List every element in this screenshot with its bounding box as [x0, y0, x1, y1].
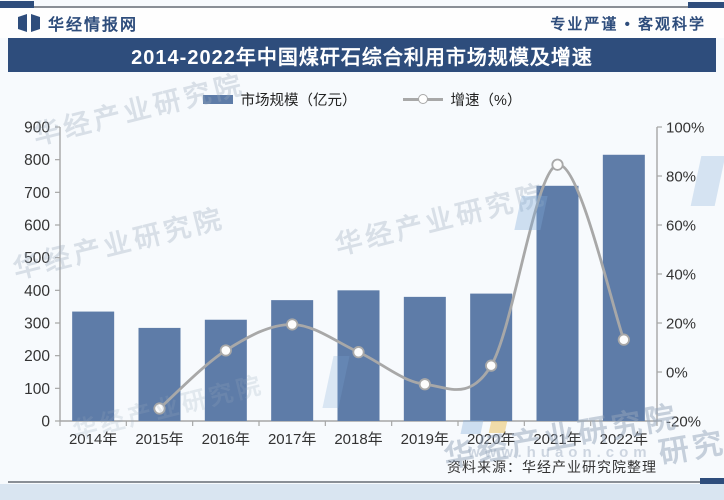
- bar-2016年: [204, 319, 247, 421]
- left-axis-label: 700: [24, 185, 50, 202]
- chart-title: 2014-2022年中国煤矸石综合利用市场规模及增速: [131, 46, 593, 69]
- right-axis-label: 20%: [666, 316, 696, 333]
- x-axis-label: 2017年: [268, 431, 316, 448]
- line-point-2022年: [617, 333, 630, 346]
- left-axis-label: 300: [24, 316, 50, 333]
- x-axis-label: 2020年: [467, 431, 515, 448]
- left-axis-label: 400: [24, 283, 50, 300]
- line-point-2021年: [551, 158, 564, 171]
- legend: 市场规模（亿元） 增速（%）: [0, 88, 724, 110]
- left-axis-label: 100: [24, 381, 50, 398]
- top-border-line: [0, 6, 724, 8]
- x-axis-label: 2016年: [202, 431, 250, 448]
- legend-bar-swatch: [202, 94, 233, 104]
- legend-line-swatch: [402, 94, 443, 104]
- x-axis-label: 2022年: [600, 431, 648, 448]
- bar-2017年: [271, 300, 314, 421]
- right-axis-label: 40%: [666, 267, 696, 284]
- chart-title-bar: 2014-2022年中国煤矸石综合利用市场规模及增速: [8, 38, 716, 72]
- line-point-2019年: [418, 378, 431, 391]
- x-axis-label: 2018年: [334, 431, 382, 448]
- legend-bar-label: 市场规模（亿元）: [240, 92, 357, 109]
- bar-2021年: [536, 185, 579, 421]
- brand-logo-icon: [18, 14, 40, 32]
- source-text: 资料来源：华经产业研究院整理: [447, 459, 657, 475]
- bottom-border-line: [8, 481, 716, 483]
- bar-2014年: [72, 311, 115, 421]
- x-axis-label: 2021年: [533, 431, 581, 448]
- header: 华经情报网 专业严谨 • 客观科学: [0, 8, 724, 38]
- legend-item-line: 增速（%）: [402, 89, 522, 110]
- legend-item-bar: 市场规模（亿元）: [202, 89, 357, 110]
- right-axis-label: 100%: [666, 120, 704, 137]
- bottom-background-strip: [0, 484, 724, 500]
- left-axis-label: 0: [41, 414, 50, 431]
- line-point-2015年: [153, 402, 166, 415]
- source-row: 资料来源：华经产业研究院整理: [0, 457, 657, 477]
- right-axis-label: -20%: [666, 414, 701, 431]
- bottom-border-cap-right: [700, 478, 724, 485]
- header-slogan: 专业严谨 • 客观科学: [550, 15, 706, 33]
- line-point-2017年: [286, 318, 299, 331]
- right-axis-label: 0%: [666, 365, 688, 382]
- left-axis-label: 900: [24, 120, 50, 137]
- line-point-2020年: [485, 359, 498, 372]
- top-border-cap-left: [0, 1, 34, 9]
- right-axis-label: 80%: [666, 169, 696, 186]
- brand: 华经情报网: [18, 11, 138, 35]
- left-axis-label: 500: [24, 250, 50, 267]
- brand-name: 华经情报网: [48, 17, 139, 34]
- x-axis-label: 2015年: [135, 431, 183, 448]
- line-point-2018年: [352, 346, 365, 359]
- left-axis-label: 800: [24, 152, 50, 169]
- bar-2020年: [470, 293, 513, 421]
- left-axis-label: 200: [24, 348, 50, 365]
- left-axis-label: 600: [24, 218, 50, 235]
- x-axis-label: 2014年: [69, 431, 117, 448]
- x-axis-label: 2019年: [401, 431, 449, 448]
- legend-line-label: 增速（%）: [450, 92, 522, 109]
- line-point-2016年: [219, 344, 232, 357]
- right-axis-label: 60%: [666, 218, 696, 235]
- bar-2019年: [403, 296, 446, 421]
- top-border-cap-right: [688, 2, 724, 9]
- combo-chart: 0 100 200 300 400 500 600 700 800 900 -20% 0% 20% 40%…: [24, 120, 704, 449]
